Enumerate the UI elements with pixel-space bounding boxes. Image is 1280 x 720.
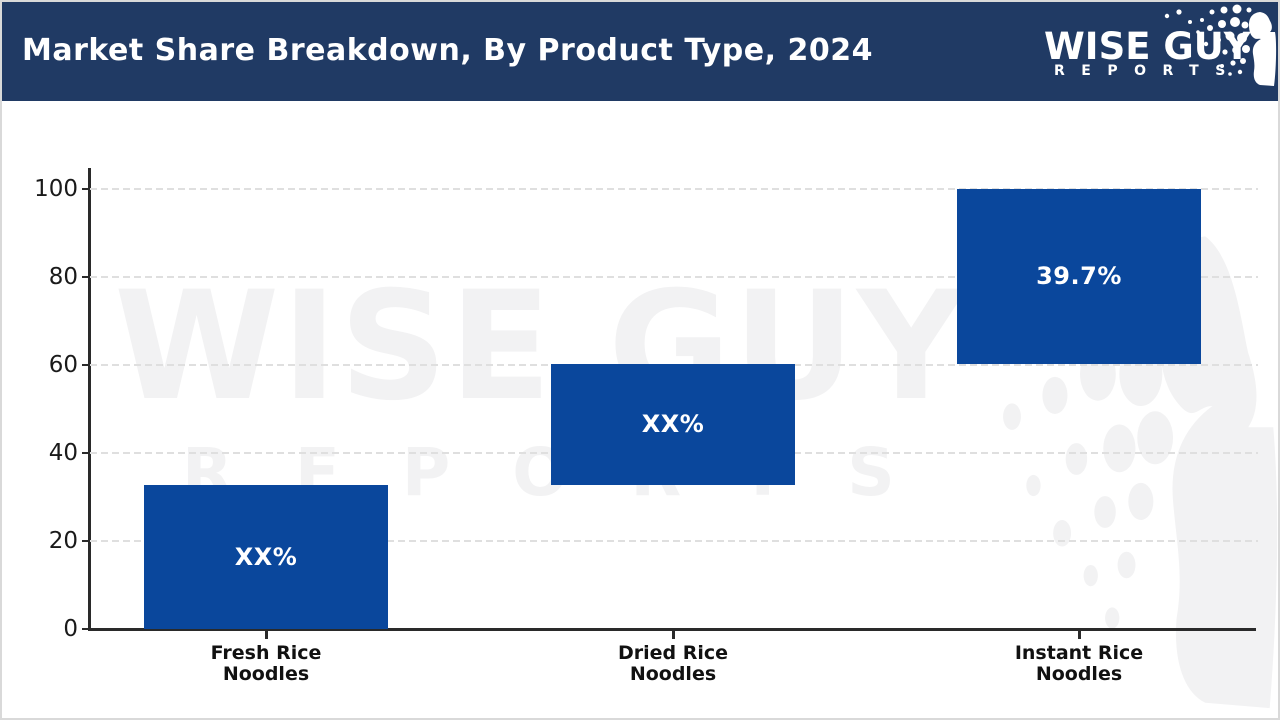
gridline-80 [90,276,1258,278]
y-tick-label: 0 [63,616,78,642]
y-tick-label: 40 [48,440,78,466]
x-tick-mark [671,631,675,639]
x-axis-line [88,628,1256,631]
y-tick-label: 20 [48,528,78,554]
y-tick-mark [82,276,89,278]
y-tick-label: 100 [34,176,78,202]
y-tick-label: 60 [48,352,78,378]
wise-guy-reports-logo: WISE GUY REPORTS [1044,4,1277,86]
y-tick-mark [82,540,89,542]
x-category-label-instant-rice-noodles: Instant Rice Noodles [1014,642,1144,685]
bar-dried-rice-noodles: XX% [551,363,795,485]
bar-value-label: 39.7% [1036,262,1122,291]
y-tick-mark [82,364,89,366]
logo-face-icon [1164,4,1277,86]
x-tick-mark [264,631,268,639]
y-tick-mark [82,452,89,454]
bar-instant-rice-noodles: 39.7% [957,189,1201,364]
logo-wordmark: WISE GUY [1044,25,1252,68]
y-tick-mark [82,188,89,190]
y-tick-mark [82,628,89,630]
title-bar: Market Share Breakdown, By Product Type,… [2,2,1278,101]
bar-value-label: XX% [234,542,298,571]
chart-title: Market Share Breakdown, By Product Type,… [22,33,873,68]
y-axis-line [88,168,91,631]
gridline-100 [90,188,1258,190]
x-category-label-dried-rice-noodles: Dried Rice Noodles [617,642,729,685]
logo-subtitle: REPORTS [1054,63,1242,79]
gridline-20 [90,540,1258,542]
x-category-label-fresh-rice-noodles: Fresh Rice Noodles [210,642,322,685]
x-tick-mark [1077,631,1081,639]
bar-value-label: XX% [641,410,705,439]
bar-fresh-rice-noodles: XX% [144,484,388,629]
y-tick-label: 80 [48,264,78,290]
